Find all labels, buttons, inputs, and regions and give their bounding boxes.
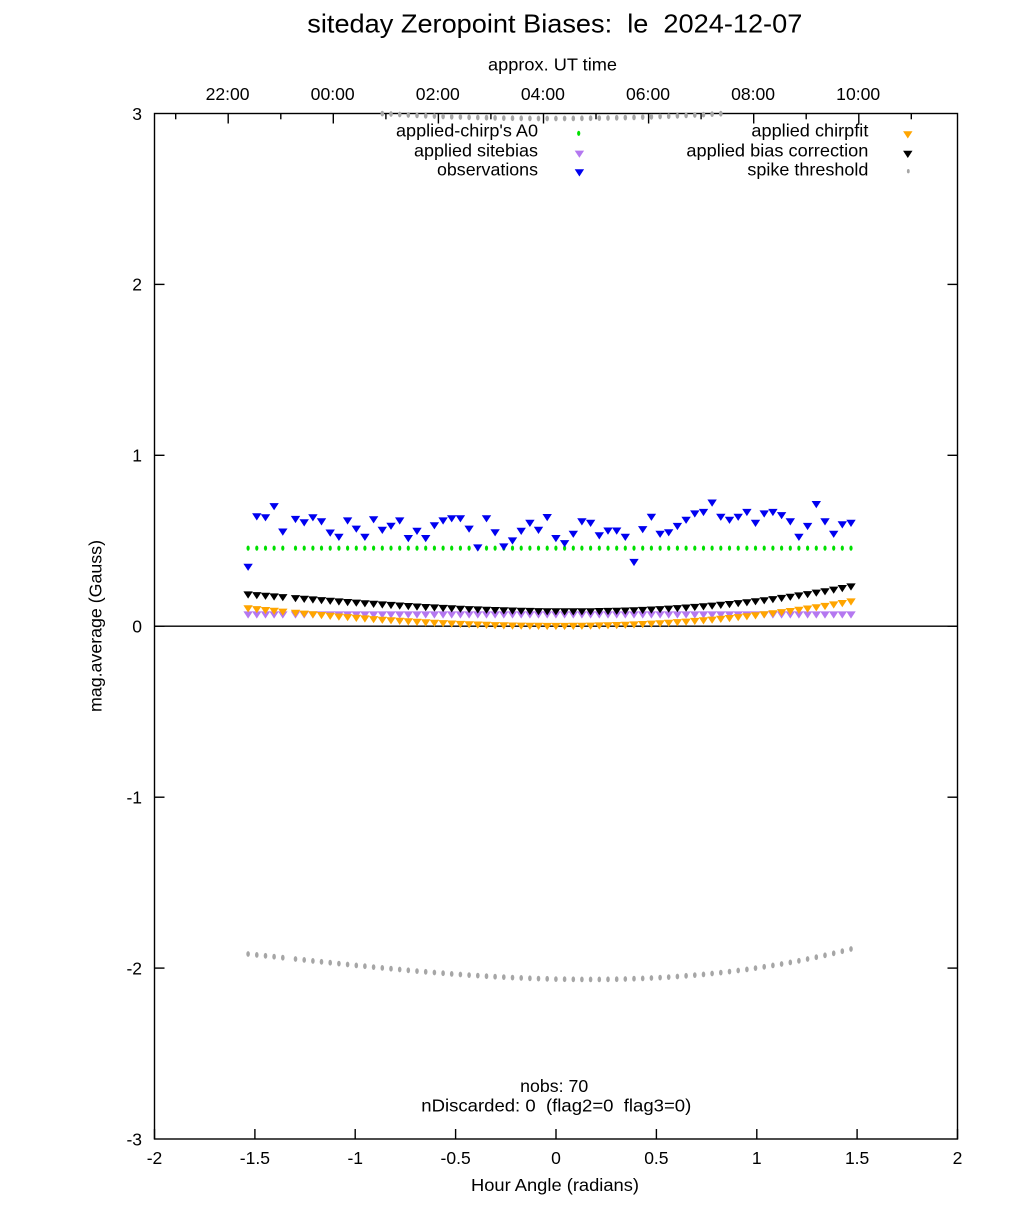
svg-text:-2: -2 [126, 958, 142, 978]
svg-text:-2: -2 [147, 1148, 163, 1168]
svg-text:06:00: 06:00 [626, 84, 670, 104]
svg-text:22:00: 22:00 [206, 84, 250, 104]
svg-text:observations: observations [437, 160, 538, 180]
svg-text:1: 1 [132, 446, 142, 466]
svg-text:-1: -1 [347, 1148, 363, 1168]
svg-text:-1.5: -1.5 [240, 1148, 270, 1168]
svg-text:10:00: 10:00 [836, 84, 880, 104]
svg-text:2: 2 [953, 1148, 963, 1168]
svg-text:0.5: 0.5 [644, 1148, 668, 1168]
svg-text:applied-chirp's A0: applied-chirp's A0 [396, 121, 538, 141]
svg-text:0: 0 [132, 617, 142, 637]
svg-text:2: 2 [132, 275, 142, 295]
svg-text:applied bias correction: applied bias correction [686, 140, 868, 160]
svg-text:spike threshold: spike threshold [747, 160, 868, 180]
svg-text:08:00: 08:00 [731, 84, 775, 104]
svg-text:nDiscarded: 0 (flag2=0 flag3: nDiscarded: 0 (flag2=0 flag3=0) [421, 1096, 691, 1116]
svg-text:-0.5: -0.5 [441, 1148, 471, 1168]
svg-text:1: 1 [752, 1148, 762, 1168]
svg-text:applied chirpfit: applied chirpfit [751, 121, 868, 141]
svg-text:siteday Zeropoint Biases: le: siteday Zeropoint Biases: le 2024-12-07 [307, 9, 802, 39]
svg-text:-1: -1 [126, 787, 142, 807]
svg-text:mag.average (Gauss): mag.average (Gauss) [86, 540, 106, 712]
svg-text:0: 0 [551, 1148, 561, 1168]
svg-text:02:00: 02:00 [416, 84, 460, 104]
svg-text:applied sitebias: applied sitebias [414, 140, 538, 160]
svg-text:1.5: 1.5 [845, 1148, 869, 1168]
svg-text:00:00: 00:00 [311, 84, 355, 104]
svg-text:Hour Angle (radians): Hour Angle (radians) [471, 1175, 639, 1195]
svg-text:approx. UT time: approx. UT time [488, 55, 617, 75]
svg-text:-3: -3 [126, 1129, 142, 1149]
svg-text:nobs: 70: nobs: 70 [520, 1076, 588, 1096]
svg-text:04:00: 04:00 [521, 84, 565, 104]
svg-text:3: 3 [132, 104, 142, 124]
